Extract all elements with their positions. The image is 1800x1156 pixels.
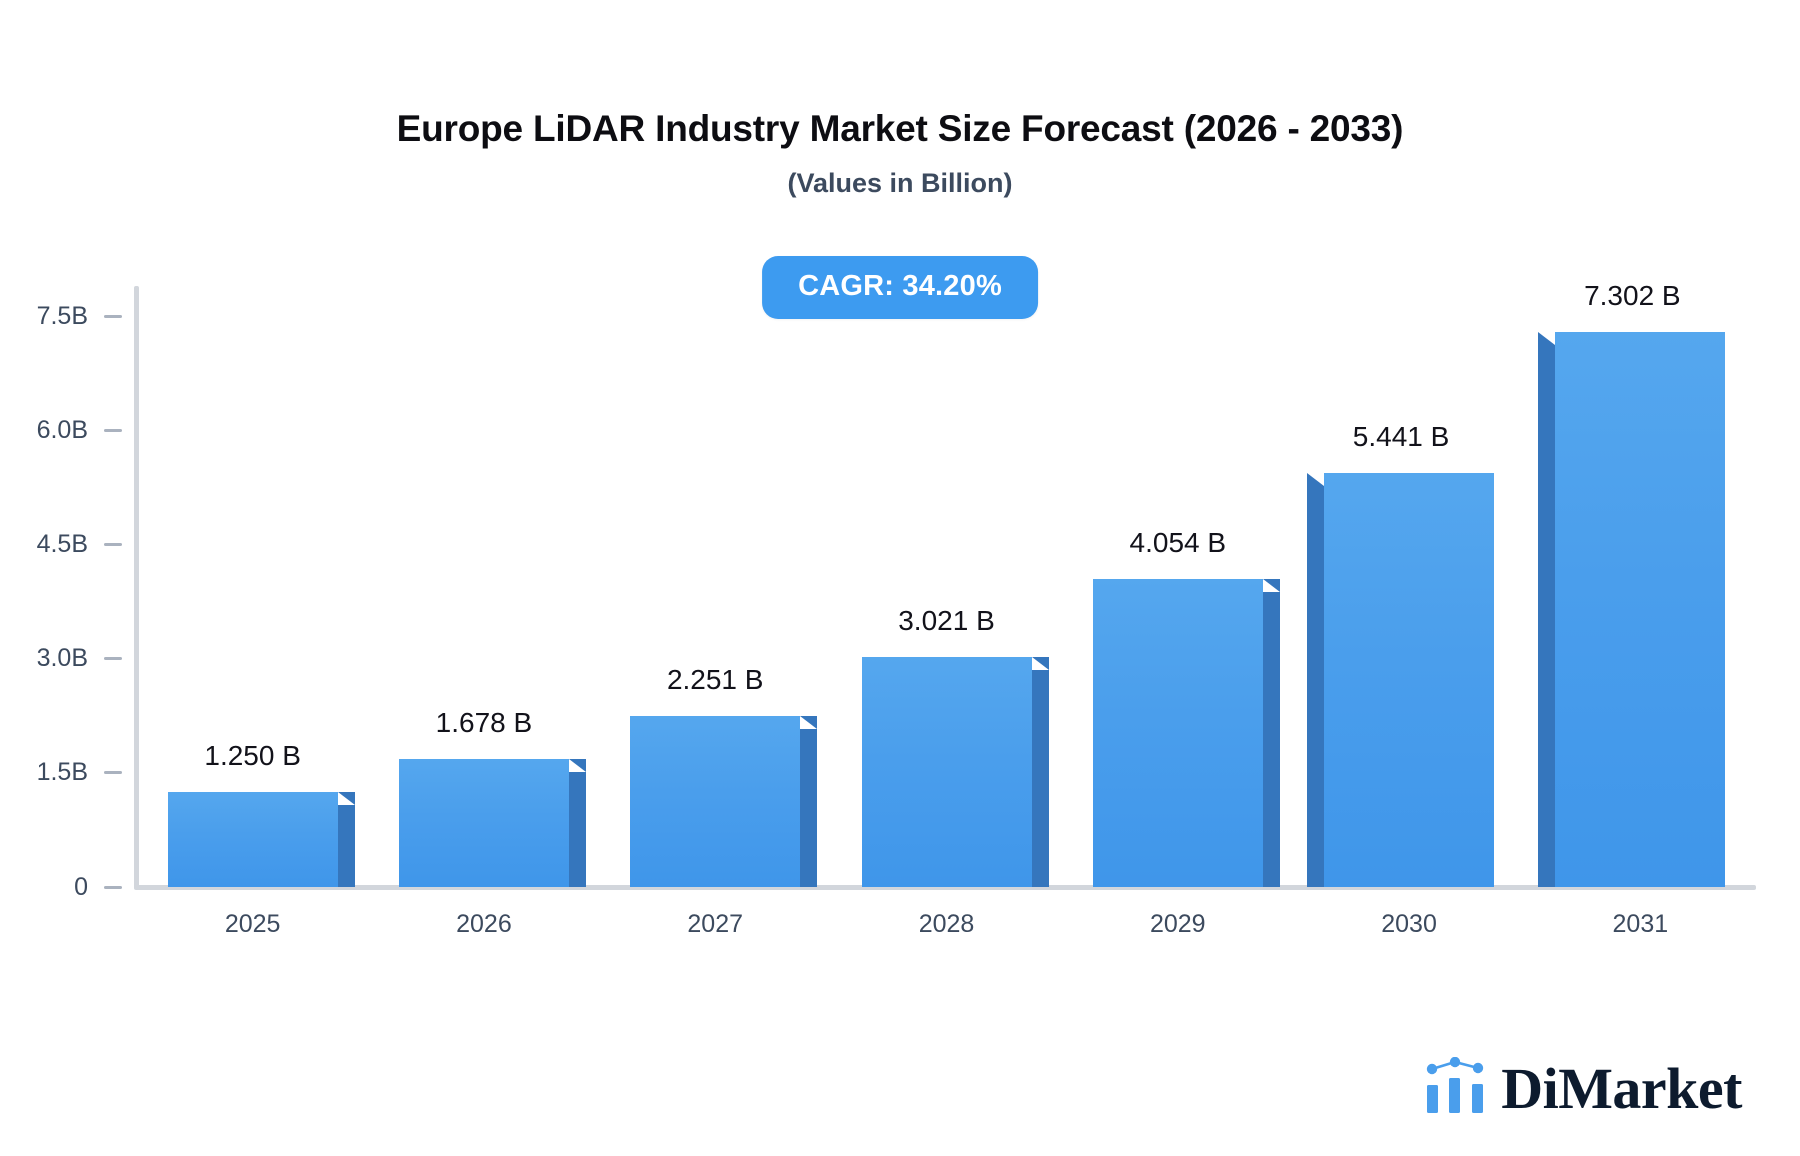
y-axis-tick-label: 6.0B [36, 416, 88, 445]
chart-title: Europe LiDAR Industry Market Size Foreca… [396, 108, 1404, 149]
x-axis-line [134, 885, 1756, 890]
bar-front-face [1555, 331, 1726, 887]
bar-front-face [1324, 473, 1495, 887]
y-axis-line [134, 286, 139, 888]
bar-front-face [1092, 578, 1263, 887]
x-axis-tick-label: 2030 [1381, 910, 1437, 938]
chart-subtitle: (Values in Billion) [787, 168, 1013, 198]
y-axis-tick-mark [104, 657, 122, 661]
y-axis-tick-label: 0 [74, 872, 88, 901]
bar-value-label: 3.021 B [898, 605, 995, 637]
bar-value-label: 1.678 B [435, 707, 533, 739]
x-axis-tick-label: 2027 [687, 910, 744, 938]
bar-top-bevel [1307, 473, 1341, 487]
brand-logo: DiMarket [1425, 1055, 1742, 1121]
bar-side-face [800, 728, 818, 887]
x-axis-tick-label: 2028 [918, 910, 975, 938]
bar-side-face [1031, 670, 1049, 887]
bar-top-bevel [1538, 331, 1572, 345]
y-axis-tick-mark [104, 771, 122, 775]
x-axis-tick-label: 2026 [456, 910, 512, 938]
bar-value-label: 7.302 B [1584, 279, 1681, 311]
bar-front-face [398, 759, 569, 887]
bar-value-label: 5.441 B [1352, 421, 1450, 453]
cagr-badge: CAGR: 34.20% [762, 256, 1038, 319]
x-axis-tick-label: 2031 [1612, 910, 1669, 938]
y-axis-tick-label: 3.0B [36, 644, 88, 673]
bar-top-bevel [1246, 578, 1280, 592]
bar-side-face [1538, 344, 1556, 887]
y-axis-tick-mark [104, 543, 122, 547]
y-axis-tick-mark [104, 885, 122, 889]
bar-value-label: 2.251 B [666, 663, 764, 695]
bar-front-face [167, 791, 338, 887]
bar-front-face [861, 657, 1032, 887]
bar-value-label: 4.054 B [1129, 526, 1227, 558]
y-axis-tick-mark [104, 429, 122, 433]
bar-chart-icon [1425, 1056, 1487, 1120]
bar-side-face [568, 772, 586, 887]
logo-text: DiMarket [1501, 1055, 1742, 1121]
y-axis-tick-mark [104, 314, 122, 318]
bar-front-face [630, 715, 801, 887]
bar-value-label: 1.250 B [204, 739, 301, 771]
x-axis-tick-label: 2025 [224, 910, 281, 938]
y-axis-tick-label: 1.5B [36, 758, 88, 787]
bar-top-bevel [783, 715, 818, 729]
x-axis-tick-label: 2029 [1149, 910, 1206, 938]
bar-top-bevel [321, 791, 355, 805]
bar-top-bevel [1015, 657, 1049, 671]
bar-side-face [1307, 486, 1325, 887]
y-axis-tick-label: 4.5B [36, 530, 88, 559]
y-axis-tick-label: 7.5B [36, 301, 88, 330]
bar-top-bevel [552, 759, 586, 773]
bar-side-face [337, 804, 355, 887]
bar-side-face [1262, 591, 1280, 887]
